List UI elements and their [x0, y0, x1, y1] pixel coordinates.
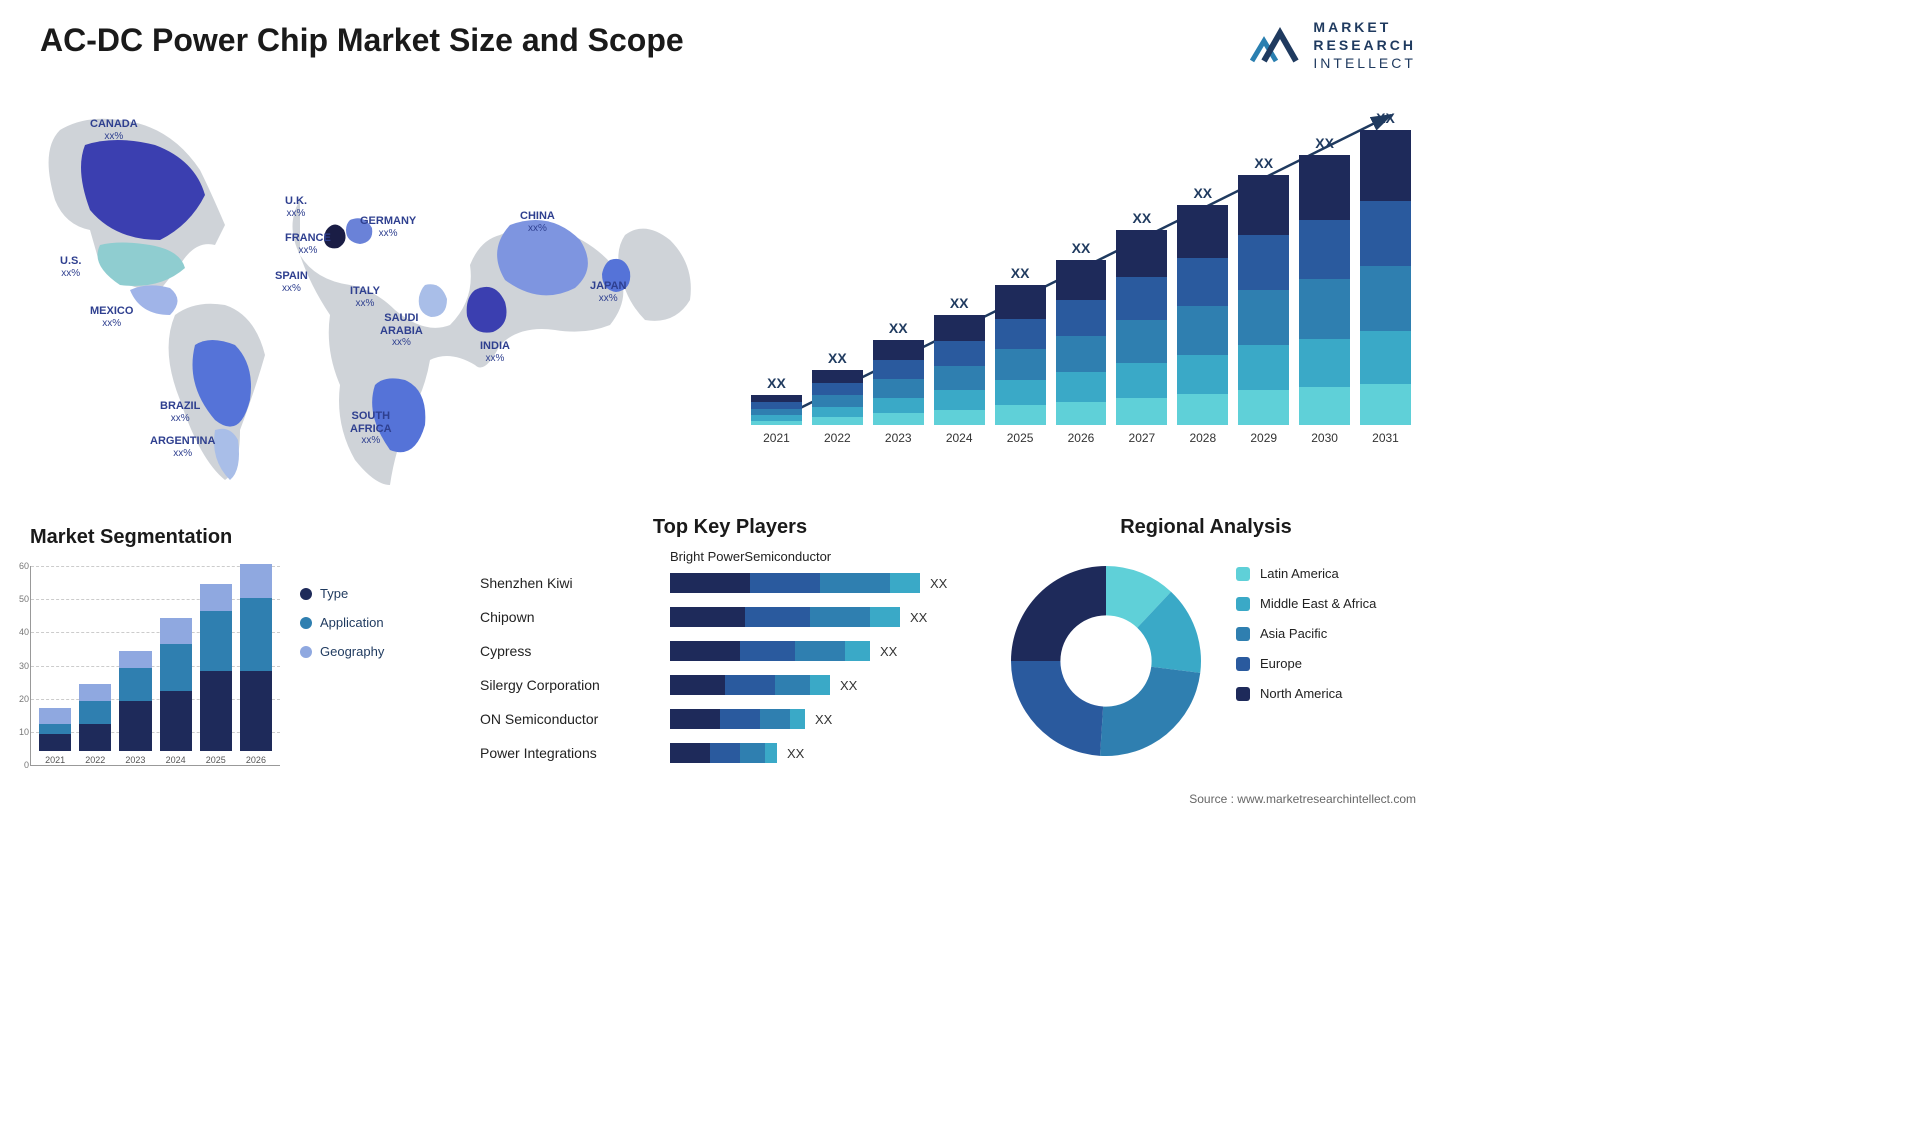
keyplayer-row: Shenzhen KiwiXX — [480, 568, 980, 598]
keyplayer-row: Silergy CorporationXX — [480, 670, 980, 700]
growth-bar: XX2025 — [995, 265, 1046, 445]
seg-bar: 2024 — [160, 618, 192, 765]
map-label: INDIAxx% — [480, 340, 510, 364]
map-label: JAPANxx% — [590, 280, 626, 304]
seg-bar: 2025 — [200, 584, 232, 765]
donut-slice — [1011, 566, 1106, 661]
regional-panel: Regional Analysis Latin America Middle Ea… — [996, 516, 1416, 776]
growth-bar-chart: XX2021XX2022XX2023XX2024XX2025XX2026XX20… — [751, 100, 1411, 470]
growth-bar: XX2030 — [1299, 135, 1350, 445]
map-label: U.S.xx% — [60, 255, 81, 279]
keyplayer-row: ON SemiconductorXX — [480, 704, 980, 734]
legend-item: Application — [300, 615, 384, 630]
keyplayers-title: Top Key Players — [480, 516, 980, 539]
seg-bar: 2026 — [240, 564, 272, 765]
regional-donut — [996, 561, 1216, 761]
legend-item: Type — [300, 586, 384, 601]
keyplayer-row: ChipownXX — [480, 602, 980, 632]
regional-title: Regional Analysis — [996, 516, 1416, 539]
regional-legend: Latin America Middle East & Africa Asia Pa… — [1236, 566, 1376, 716]
map-label: FRANCExx% — [285, 232, 331, 256]
map-label: ARGENTINAxx% — [150, 435, 215, 459]
legend-item: Geography — [300, 644, 384, 659]
growth-bar: XX2031 — [1360, 110, 1411, 445]
logo-icon — [1250, 23, 1305, 68]
page-title: AC-DC Power Chip Market Size and Scope — [40, 22, 684, 59]
map-label: CHINAxx% — [520, 210, 555, 234]
keyplayers-header: Bright PowerSemiconductor — [670, 549, 980, 564]
growth-bar: XX2029 — [1238, 155, 1289, 445]
keyplayer-row: CypressXX — [480, 636, 980, 666]
legend-item: North America — [1236, 686, 1376, 701]
growth-bar: XX2022 — [812, 350, 863, 445]
segmentation-legend: Type Application Geography — [300, 586, 384, 673]
legend-item: Europe — [1236, 656, 1376, 671]
growth-bar: XX2028 — [1177, 185, 1228, 445]
map-label: SAUDIARABIAxx% — [380, 312, 423, 349]
growth-bar: XX2027 — [1116, 210, 1167, 445]
seg-bar: 2022 — [79, 684, 111, 765]
segmentation-title: Market Segmentation — [30, 526, 470, 549]
seg-bar: 2023 — [119, 651, 151, 765]
map-label: BRAZILxx% — [160, 400, 200, 424]
donut-slice — [1100, 667, 1200, 756]
legend-item: Latin America — [1236, 566, 1376, 581]
growth-bar: XX2024 — [934, 295, 985, 445]
growth-bar: XX2021 — [751, 375, 802, 445]
legend-item: Asia Pacific — [1236, 626, 1376, 641]
map-label: MEXICOxx% — [90, 305, 133, 329]
world-map-panel: CANADAxx% U.S.xx% MEXICOxx% BRAZILxx% ARGENT… — [30, 90, 730, 490]
logo-text: MARKET RESEARCH INTELLECT — [1313, 18, 1416, 73]
legend-item: Middle East & Africa — [1236, 596, 1376, 611]
keyplayer-row: Power IntegrationsXX — [480, 738, 980, 768]
map-label: U.K.xx% — [285, 195, 307, 219]
donut-slice — [1011, 661, 1103, 756]
keyplayers-panel: Top Key Players Bright PowerSemiconducto… — [480, 516, 980, 776]
map-label: CANADAxx% — [90, 118, 138, 142]
growth-bar: XX2023 — [873, 320, 924, 445]
growth-bar: XX2026 — [1056, 240, 1107, 445]
brand-logo: MARKET RESEARCH INTELLECT — [1250, 18, 1416, 73]
segmentation-panel: Market Segmentation 0102030405060 202120… — [30, 526, 470, 776]
map-label: ITALYxx% — [350, 285, 380, 309]
map-label: SPAINxx% — [275, 270, 308, 294]
segmentation-chart: 0102030405060 202120222023202420252026 — [30, 566, 280, 766]
seg-bar: 2021 — [39, 708, 71, 765]
map-label: SOUTHAFRICAxx% — [350, 410, 392, 447]
map-label: GERMANYxx% — [360, 215, 416, 239]
source-text: Source : www.marketresearchintellect.com — [1189, 792, 1416, 806]
